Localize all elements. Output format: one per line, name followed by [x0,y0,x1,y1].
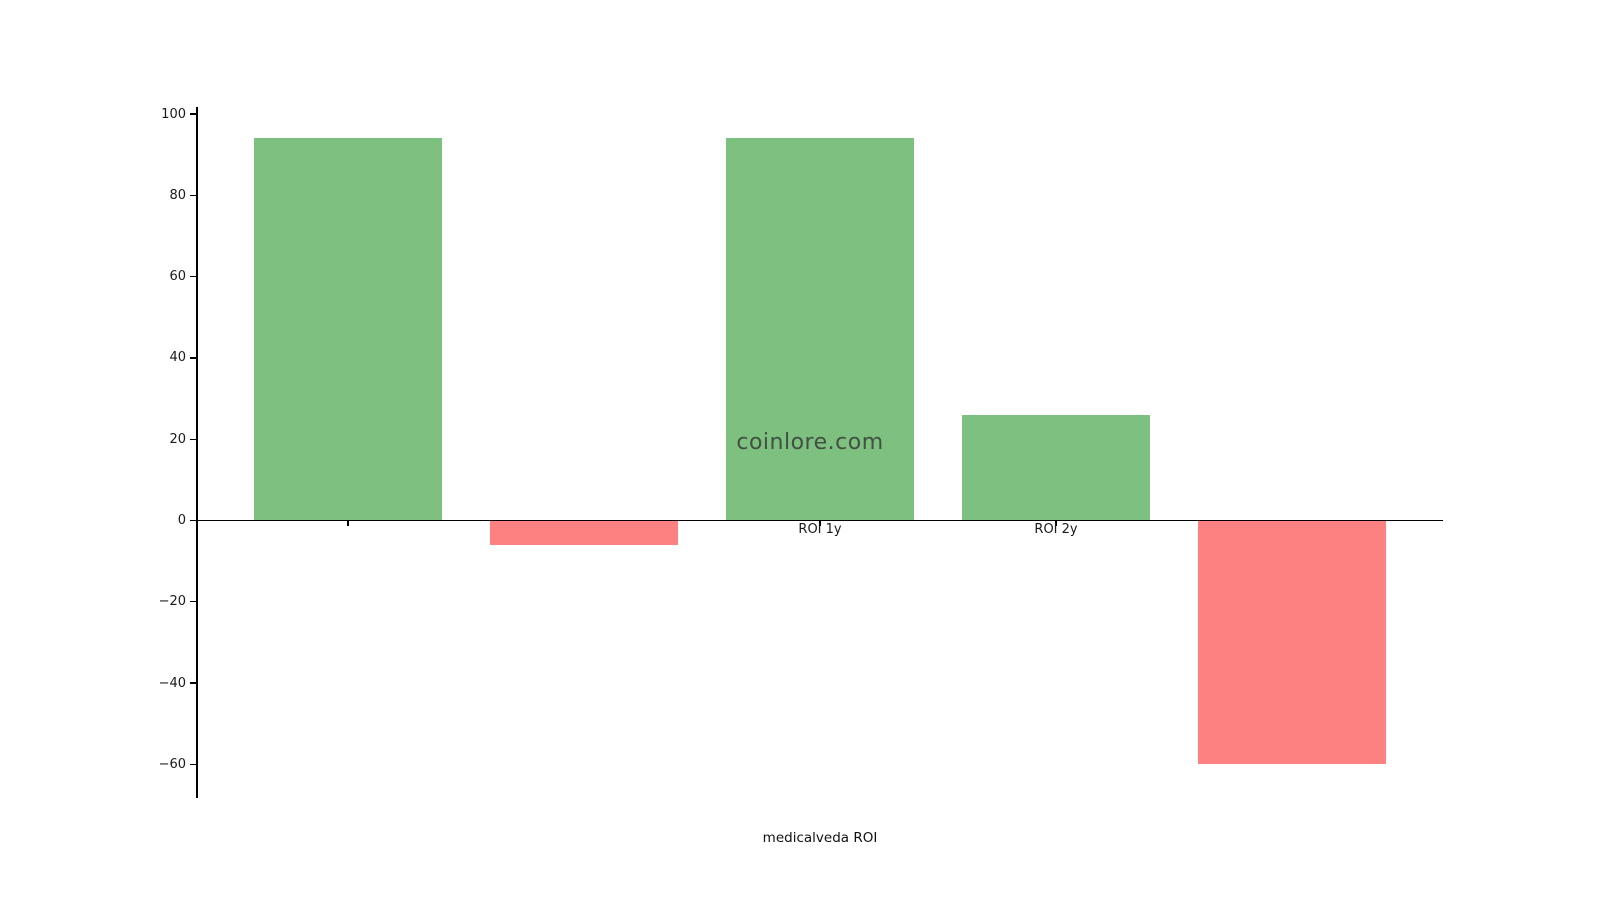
y-tick-mark [190,519,197,522]
y-tick-label: −60 [158,756,186,772]
y-tick-mark [190,682,197,684]
y-tick-label: 100 [161,106,186,122]
y-tick-mark [190,275,197,278]
y-tick-label: 20 [169,431,186,447]
x-tick-label: ROI 1y [798,522,842,537]
y-tick-label: −40 [158,675,186,691]
x-tick-mark [819,520,821,526]
watermark-text: coinlore.com [736,430,884,455]
chart-bar-roi-1y [725,138,915,521]
y-tick-mark [190,194,197,196]
y-tick-mark [190,357,197,359]
chart-bar-4 [1197,520,1387,765]
chart-bar-0 [253,138,443,521]
y-tick-label: 60 [169,269,186,285]
y-tick-mark [190,438,197,440]
chart-bar-1 [489,520,679,545]
y-tick-label: 0 [177,513,186,528]
y-tick-label: 40 [169,350,186,366]
y-tick-label: −20 [158,594,186,610]
x-axis-zero-line [197,520,1443,522]
y-tick-label: 80 [169,187,186,203]
chart-bar-roi-2y [961,414,1151,521]
x-tick-mark [347,520,349,526]
y-tick-mark [190,113,197,115]
y-tick-mark [190,763,197,766]
chart-title: medicalveda ROI [762,830,878,846]
y-axis-line [196,107,198,798]
x-tick-label: ROI 2y [1034,522,1078,537]
x-tick-mark [1055,520,1057,526]
y-tick-mark [190,601,197,603]
